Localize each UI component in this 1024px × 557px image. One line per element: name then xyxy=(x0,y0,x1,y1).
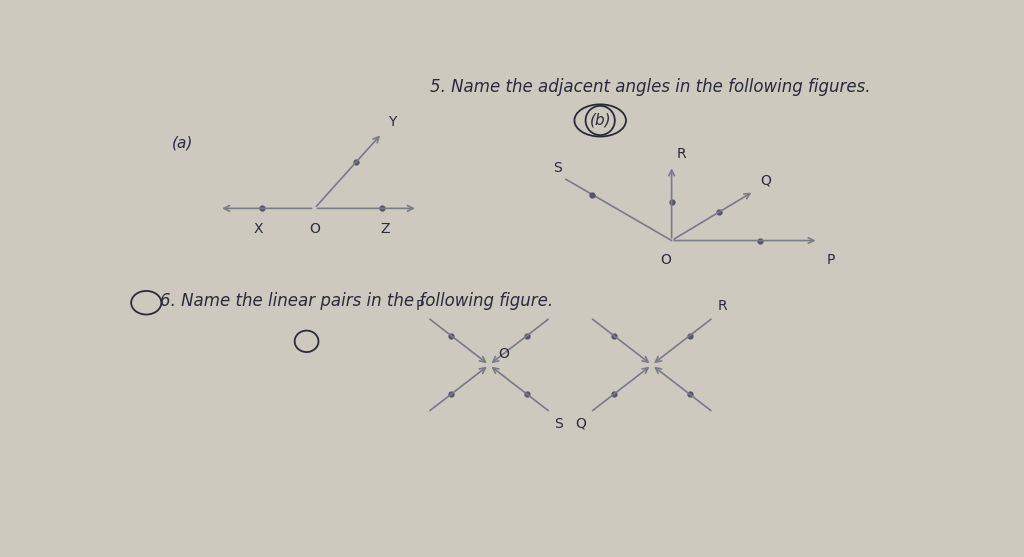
Text: R: R xyxy=(717,299,727,313)
Text: (b): (b) xyxy=(590,113,611,128)
Text: 6. Name the linear pairs in the following figure.: 6. Name the linear pairs in the followin… xyxy=(160,292,553,310)
Text: X: X xyxy=(253,222,263,236)
Text: Q: Q xyxy=(760,174,771,188)
Text: O: O xyxy=(659,253,671,267)
Text: 5. Name the adjacent angles in the following figures.: 5. Name the adjacent angles in the follo… xyxy=(430,77,870,96)
Text: P: P xyxy=(826,252,835,267)
Text: Q: Q xyxy=(575,417,587,431)
Text: O: O xyxy=(499,346,510,360)
Text: Y: Y xyxy=(388,115,396,129)
Text: P: P xyxy=(416,299,424,313)
Text: S: S xyxy=(553,161,562,175)
Text: R: R xyxy=(677,147,686,161)
Text: O: O xyxy=(309,222,319,236)
Text: S: S xyxy=(555,417,563,431)
Text: (a): (a) xyxy=(172,135,193,150)
Text: Z: Z xyxy=(380,222,389,236)
